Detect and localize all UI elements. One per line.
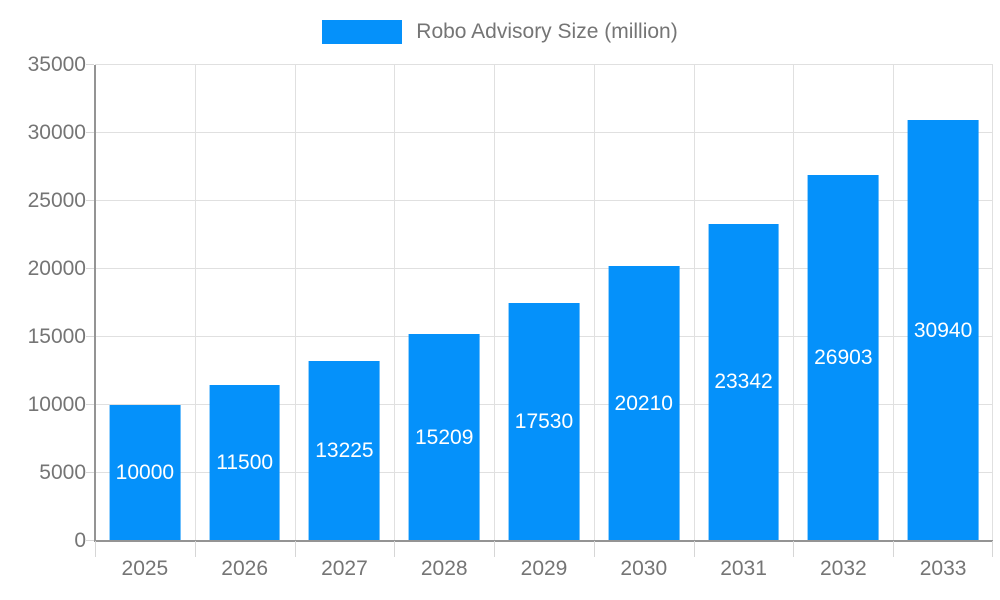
bar-value-label: 23342 bbox=[714, 370, 773, 394]
y-axis-tick-label: 0 bbox=[74, 529, 86, 552]
x-axis-tick bbox=[793, 541, 795, 557]
bar-column: 30940 bbox=[893, 65, 993, 541]
vertical-gridline bbox=[893, 65, 895, 541]
bar-2031[interactable]: 23342 bbox=[708, 223, 779, 541]
legend-label: Robo Advisory Size (million) bbox=[416, 20, 678, 43]
bar-2027[interactable]: 13225 bbox=[309, 361, 380, 541]
y-axis-tick bbox=[86, 404, 94, 405]
bar-2028[interactable]: 15209 bbox=[408, 334, 480, 541]
bar-value-label: 15209 bbox=[414, 425, 474, 449]
y-axis-tick bbox=[86, 64, 94, 65]
y-axis-tick bbox=[86, 131, 94, 133]
bar-2025[interactable]: 10000 bbox=[109, 405, 181, 541]
chart-legend[interactable]: Robo Advisory Size (million) bbox=[0, 20, 1000, 44]
y-axis-tick-label: 10000 bbox=[27, 393, 86, 416]
vertical-gridline bbox=[494, 65, 496, 541]
bar-value-label: 10000 bbox=[115, 461, 175, 484]
x-axis-tick-label: 2025 bbox=[121, 557, 169, 580]
x-axis-tick-label: 2032 bbox=[819, 557, 867, 580]
x-axis-tick-label: 2027 bbox=[321, 557, 368, 580]
vertical-gridline bbox=[693, 65, 695, 541]
bar-column: 20210 bbox=[594, 65, 694, 541]
x-axis-tick-label: 2028 bbox=[420, 557, 468, 580]
y-axis-tick-label: 25000 bbox=[27, 189, 86, 212]
bar-value-label: 26903 bbox=[814, 346, 873, 370]
x-axis-tick bbox=[194, 541, 196, 557]
x-axis-tick bbox=[294, 541, 296, 557]
y-axis-tick bbox=[86, 335, 94, 337]
bar-column: 23342 bbox=[694, 65, 794, 541]
bar-value-label: 11500 bbox=[216, 450, 274, 474]
x-axis-tick bbox=[893, 541, 895, 557]
x-axis-tick bbox=[992, 541, 993, 557]
bar-2030[interactable]: 20210 bbox=[608, 266, 680, 541]
vertical-gridline bbox=[992, 65, 993, 541]
bar-column: 17530 bbox=[494, 65, 594, 541]
bar-value-label: 20210 bbox=[614, 391, 673, 415]
vertical-gridline bbox=[593, 65, 595, 541]
vertical-gridline bbox=[194, 65, 196, 541]
y-axis-tick-label: 35000 bbox=[27, 53, 86, 76]
y-axis-tick-label: 30000 bbox=[27, 121, 86, 144]
horizontal-gridline bbox=[95, 131, 993, 133]
bar-value-label: 30940 bbox=[913, 318, 973, 342]
bar-column: 10000 bbox=[95, 65, 195, 541]
bar-column: 13225 bbox=[295, 65, 395, 541]
bar-column: 11500 bbox=[195, 65, 295, 541]
bar-2029[interactable]: 17530 bbox=[508, 302, 580, 541]
bar-2026[interactable]: 11500 bbox=[209, 384, 281, 541]
horizontal-gridline bbox=[95, 199, 993, 201]
bar-value-label: 13225 bbox=[315, 439, 374, 463]
x-axis-tick bbox=[494, 541, 496, 557]
x-axis-tick-label: 2033 bbox=[919, 557, 967, 580]
x-axis-tick-label: 2029 bbox=[520, 557, 568, 580]
bar-column: 26903 bbox=[793, 65, 893, 541]
bar-column: 15209 bbox=[394, 65, 494, 541]
y-axis-tick bbox=[86, 199, 94, 201]
x-axis-tick-label: 2031 bbox=[720, 557, 767, 580]
bar-2032[interactable]: 26903 bbox=[807, 175, 879, 541]
vertical-gridline bbox=[793, 65, 795, 541]
x-axis-tick bbox=[95, 541, 96, 557]
x-axis-tick-label: 2026 bbox=[221, 557, 269, 580]
y-axis-tick-label: 5000 bbox=[39, 461, 86, 484]
x-axis-tick-label: 2030 bbox=[620, 557, 668, 580]
x-axis-line bbox=[94, 540, 993, 542]
x-axis-tick bbox=[693, 541, 695, 557]
y-axis-tick-label: 15000 bbox=[27, 325, 86, 348]
bar-2033[interactable]: 30940 bbox=[907, 120, 979, 541]
y-axis-tick-label: 20000 bbox=[27, 257, 86, 280]
plot-area: 10000 11500 13225 15209 17530 20210 23342 26903… bbox=[86, 64, 993, 557]
y-axis-tick bbox=[86, 268, 94, 269]
vertical-gridline bbox=[394, 65, 396, 541]
legend-swatch-icon bbox=[322, 20, 403, 44]
horizontal-gridline bbox=[95, 64, 993, 65]
y-axis-tick bbox=[86, 540, 94, 541]
vertical-gridline bbox=[294, 65, 296, 541]
horizontal-gridline bbox=[95, 268, 993, 269]
x-axis-tick bbox=[394, 541, 396, 557]
x-axis-tick bbox=[593, 541, 595, 557]
y-axis-line bbox=[94, 65, 96, 541]
y-axis-tick bbox=[86, 472, 94, 473]
bar-value-label: 17530 bbox=[514, 409, 574, 433]
